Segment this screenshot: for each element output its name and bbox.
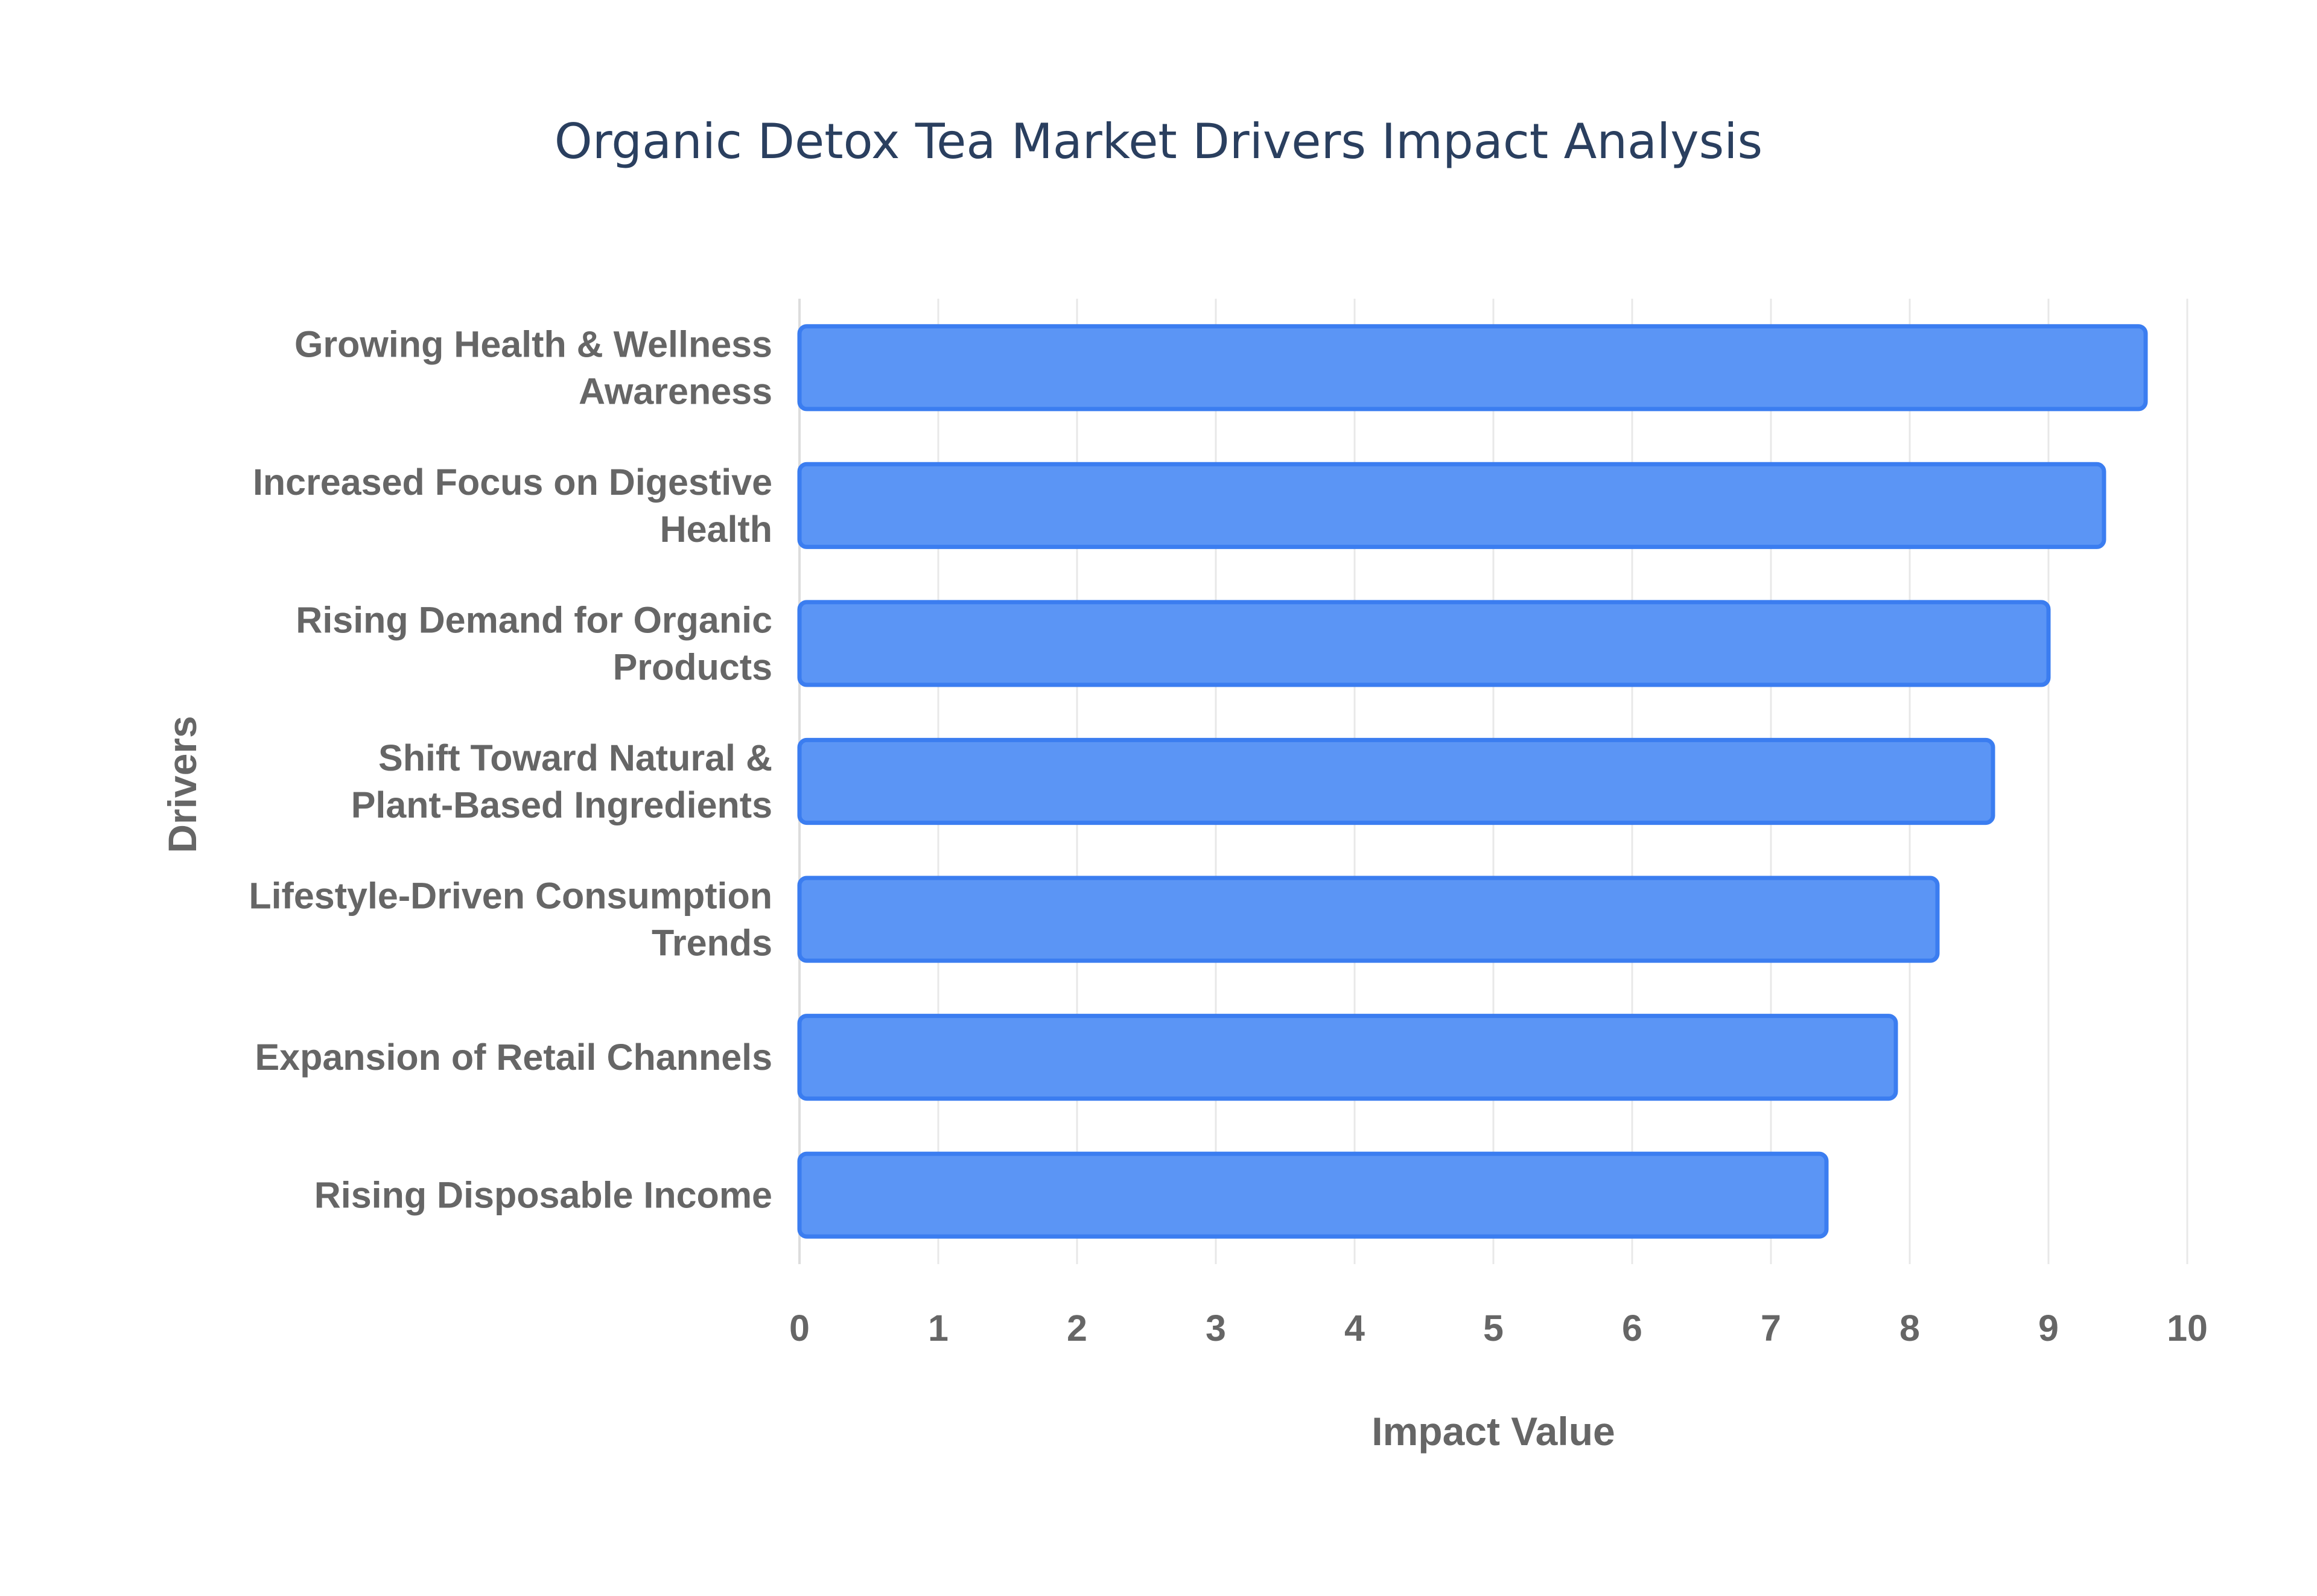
bar: [797, 1151, 1829, 1239]
x-axis-title: Impact Value: [1371, 1409, 1615, 1454]
y-axis-labels: Growing Health & Wellness Awareness Increa…: [249, 323, 772, 1215]
bars-layer: [797, 324, 2148, 1239]
y-category-label: Lifestyle-Driven Consumption Trends: [249, 876, 772, 964]
bar: [797, 324, 2148, 412]
x-tick-label: 8: [1899, 1308, 1920, 1349]
bar: [797, 462, 2106, 549]
x-tick-label: 4: [1344, 1308, 1365, 1349]
x-axis-ticks: 0 1 2 3 4 5 6 7 8 9 10: [789, 1308, 2208, 1349]
y-axis-title: Drivers: [160, 716, 205, 853]
x-tick-label: 0: [789, 1308, 810, 1349]
x-tick-label: 6: [1622, 1308, 1642, 1349]
x-tick-label: 9: [2038, 1308, 2059, 1349]
x-tick-label: 7: [1761, 1308, 1781, 1349]
y-category-label: Shift Toward Natural & Plant-Based Ingred…: [351, 737, 772, 825]
y-category-label: Rising Demand for Organic Products: [296, 599, 772, 687]
y-category-label: Growing Health & Wellness Awareness: [294, 323, 772, 412]
y-category-label: Expansion of Retail Channels: [255, 1037, 772, 1078]
x-tick-label: 1: [928, 1308, 949, 1349]
x-tick-label: 2: [1067, 1308, 1087, 1349]
chart-title: Organic Detox Tea Market Drivers Impact …: [555, 113, 1762, 170]
y-category-label: Rising Disposable Income: [314, 1175, 772, 1216]
bar: [797, 600, 2051, 687]
bar: [797, 1014, 1898, 1101]
bar: [797, 876, 1940, 963]
x-tick-label: 3: [1206, 1308, 1226, 1349]
x-tick-label: 5: [1483, 1308, 1504, 1349]
x-tick-label: 10: [2167, 1308, 2208, 1349]
y-category-label: Increased Focus on Digestive Health: [253, 462, 772, 550]
bar: [797, 737, 1995, 825]
